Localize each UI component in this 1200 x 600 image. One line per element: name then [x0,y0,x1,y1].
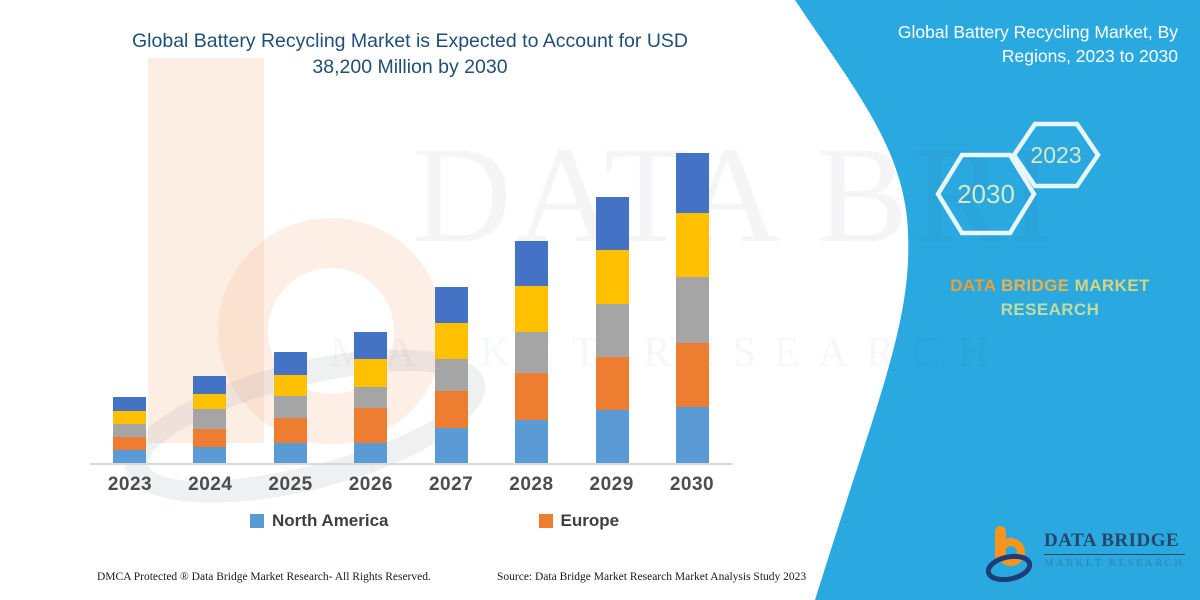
brand-text: DATA BRIDGE MARKET RESEARCH [930,274,1170,322]
logo-d-swoosh [986,553,1033,582]
chart-title: Global Battery Recycling Market is Expec… [60,28,760,80]
x-axis-label-2028: 2028 [509,474,554,495]
legend-swatch-europe [538,514,553,528]
stacked-bar-chart: 2023 2024 2025 2026 2027 2028 2029 2030 North A… [90,150,735,570]
data-bridge-logo-icon [986,526,1033,582]
bar-segment-europe-2026 [354,407,388,443]
x-axis-label-2025: 2025 [268,474,313,495]
legend-label-north-america: North America [272,511,389,530]
logo-b-bowl [997,538,1025,566]
bar-segment-series-4-2024 [193,394,227,410]
brand-word-1: DATA [950,276,996,295]
legend-item-north-america: North America [250,511,389,531]
bar-segment-europe-2023 [113,437,146,451]
bar-segment-north-america-2027 [434,427,468,463]
footer-copyright: DMCA Protected ® Data Bridge Market Rese… [97,571,431,583]
chart-title-line2: 38,200 Million by 2030 [312,56,508,78]
bar-segment-north-america-2024 [193,446,227,463]
footer-source: Source: Data Bridge Market Research Mark… [497,571,807,583]
side-panel-shape [795,0,1200,600]
bars-plot-area [90,153,735,463]
bar-segment-north-america-2028 [515,420,549,463]
stacked-bar-2026 [354,331,388,463]
bar-segment-series-5-2023 [113,396,146,411]
legend-swatch-north-america [250,514,264,528]
bar-segment-series-5-2027 [434,287,468,323]
x-axis-label-2024: 2024 [188,474,233,495]
logo-name: DATA BRIDGE [1044,530,1185,555]
hexagon-2023 [1011,121,1101,189]
x-axis-label-2023: 2023 [107,474,153,495]
bar-segment-series-3-2023 [113,424,146,438]
x-axis-label-2030: 2030 [669,474,715,495]
bar-segment-series-5-2029 [595,197,629,251]
stacked-bar-2024 [193,375,227,463]
bar-segment-series-4-2023 [113,410,146,425]
stacked-bar-2025 [273,352,307,463]
chart-legend: North America Europe [250,511,619,531]
bar-segment-series-3-2028 [515,332,549,374]
bar-segment-europe-2025 [273,417,307,443]
bar-segment-series-5-2026 [354,331,388,359]
legend-label-europe: Europe [560,511,620,530]
bar-segment-series-3-2030 [675,276,709,343]
hexagon-2030 [935,152,1037,236]
bar-segment-series-5-2028 [515,241,549,287]
bar-segment-north-america-2023 [113,450,146,463]
stacked-bar-2029 [595,197,629,463]
logo-subtitle: MARKET RESEARCH [1044,558,1185,569]
x-axis-label-2027: 2027 [428,474,474,495]
brand-word-4: RESEARCH [1000,300,1100,319]
bar-segment-north-america-2029 [595,409,629,463]
stacked-bar-2028 [515,241,549,463]
bar-segment-series-4-2027 [434,322,468,359]
bar-segment-north-america-2026 [354,442,388,463]
x-axis-labels: 2023 2024 2025 2026 2027 2028 2029 2030 [90,474,732,496]
bar-segment-series-3-2026 [354,386,388,408]
x-axis-line [90,463,733,465]
hexagon-2030-label: 2030 [957,179,1015,209]
bar-segment-series-4-2025 [273,375,307,397]
stacked-bar-2027 [434,287,468,463]
bar-segment-series-4-2030 [675,212,709,277]
chart-title-line1: Global Battery Recycling Market is Expec… [132,30,688,52]
brand-word-2: BRIDGE [1001,276,1070,295]
bar-segment-series-5-2030 [675,153,709,213]
bar-segment-europe-2030 [675,342,709,408]
logo-text-block: DATA BRIDGE MARKET RESEARCH [1044,530,1185,569]
stacked-bar-2023 [113,396,146,463]
bar-segment-series-5-2024 [193,375,227,395]
bar-segment-north-america-2025 [273,442,307,463]
bar-segment-europe-2029 [595,356,629,410]
bar-segment-series-5-2025 [273,352,307,376]
side-panel-title-line2: Regions, 2023 to 2030 [1001,46,1178,66]
x-axis-label-2029: 2029 [589,474,634,495]
bar-segment-series-3-2027 [434,358,468,391]
bar-segment-series-4-2029 [595,250,629,305]
bar-segment-north-america-2030 [675,407,709,463]
bar-segment-series-3-2025 [273,396,307,418]
side-panel-title: Global Battery Recycling Market, By Regi… [838,20,1178,68]
watermark-text-large: DATA BRI [412,118,1058,271]
data-bridge-logo: DATA BRIDGE MARKET RESEARCH [986,524,1186,582]
hexagon-badges: 2030 2023 [935,121,1101,236]
bar-segment-series-3-2024 [193,409,227,429]
bar-segment-europe-2027 [434,390,468,428]
hexagon-2023-label: 2023 [1030,142,1081,168]
bar-segment-europe-2024 [193,428,227,447]
legend-item-europe: Europe [538,511,620,531]
stacked-bar-2030 [675,153,709,463]
brand-word-3: MARKET [1074,276,1150,295]
bar-segment-series-4-2026 [354,358,388,387]
x-axis-label-2026: 2026 [348,474,393,495]
bar-segment-europe-2028 [515,373,549,420]
bar-segment-series-4-2028 [515,286,549,333]
side-panel-title-line1: Global Battery Recycling Market, By [897,22,1178,42]
bar-segment-series-3-2029 [595,304,629,357]
